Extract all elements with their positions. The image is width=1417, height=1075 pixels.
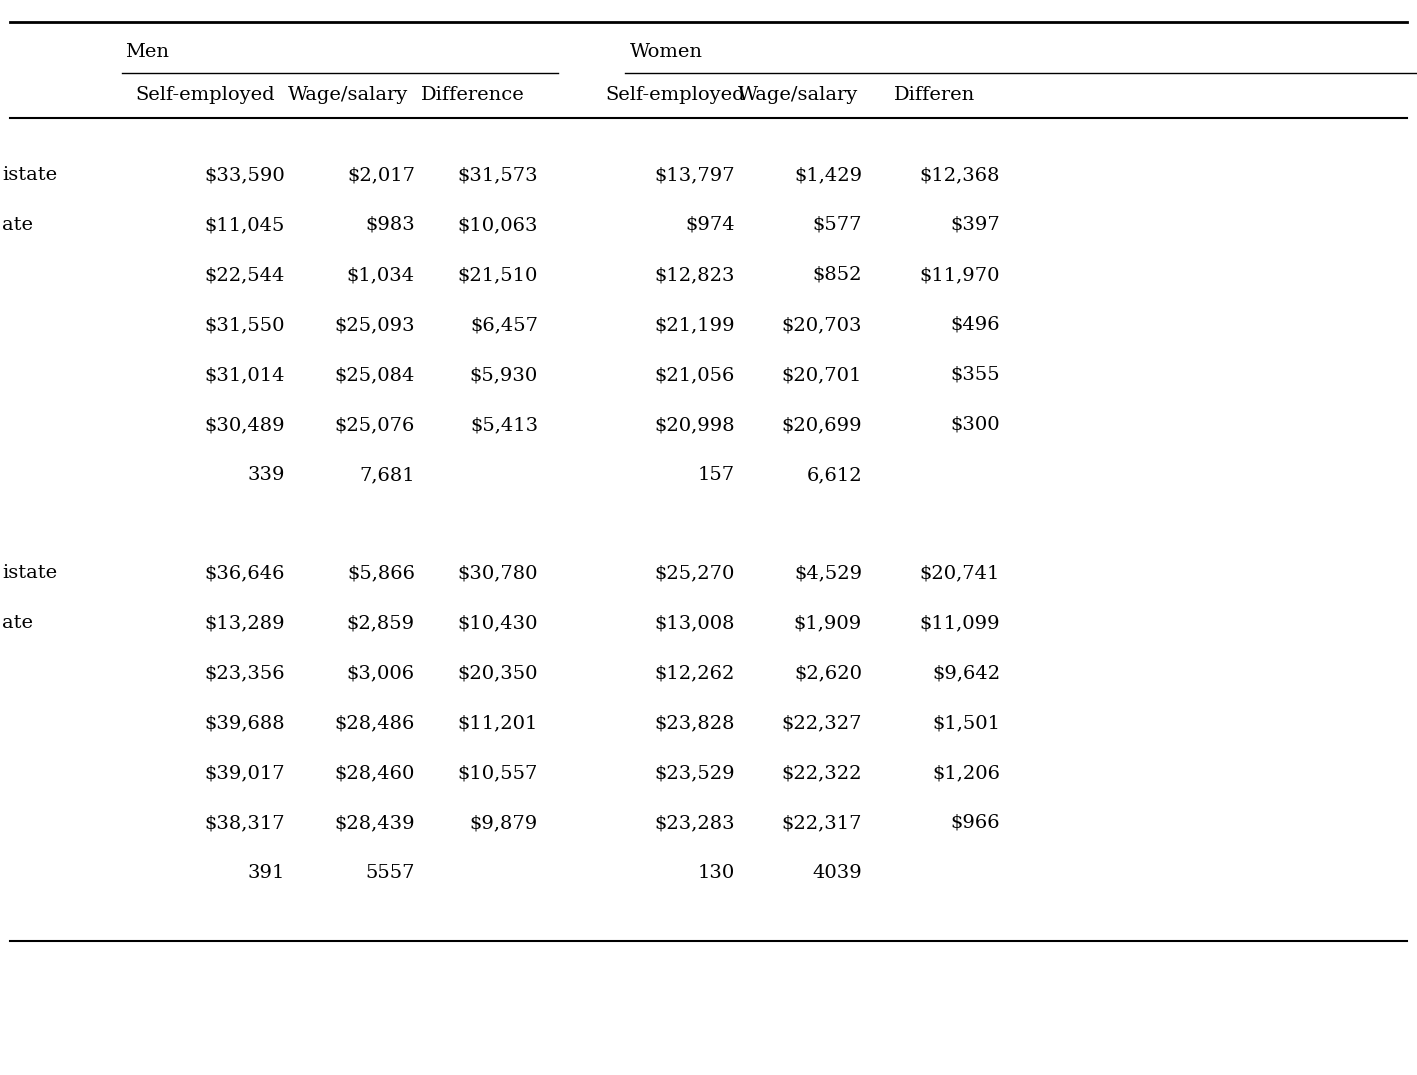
Text: $20,741: $20,741 [920,564,1000,582]
Text: $9,879: $9,879 [470,814,538,832]
Text: Differen: Differen [894,86,976,104]
Text: $2,017: $2,017 [347,166,415,184]
Text: ate: ate [1,614,33,632]
Text: $11,201: $11,201 [458,714,538,732]
Text: $36,646: $36,646 [204,564,285,582]
Text: 7,681: 7,681 [360,465,415,484]
Text: Self-employed: Self-employed [135,86,275,104]
Text: $22,327: $22,327 [782,714,862,732]
Text: $11,970: $11,970 [920,266,1000,284]
Text: 5557: 5557 [366,864,415,882]
Text: Wage/salary: Wage/salary [288,86,408,104]
Text: $33,590: $33,590 [204,166,285,184]
Text: $11,099: $11,099 [920,614,1000,632]
Text: $5,866: $5,866 [347,564,415,582]
Text: $25,084: $25,084 [334,366,415,384]
Text: $30,780: $30,780 [458,564,538,582]
Text: $397: $397 [951,216,1000,234]
Text: $10,063: $10,063 [458,216,538,234]
Text: $10,430: $10,430 [458,614,538,632]
Text: $496: $496 [951,316,1000,334]
Text: $1,034: $1,034 [347,266,415,284]
Text: $10,557: $10,557 [458,764,538,782]
Text: 391: 391 [248,864,285,882]
Text: $25,076: $25,076 [334,416,415,434]
Text: $31,550: $31,550 [204,316,285,334]
Text: $28,460: $28,460 [334,764,415,782]
Text: $23,529: $23,529 [655,764,735,782]
Text: $4,529: $4,529 [794,564,862,582]
Text: $13,797: $13,797 [655,166,735,184]
Text: $2,859: $2,859 [347,614,415,632]
Text: ate: ate [1,216,33,234]
Text: 157: 157 [699,465,735,484]
Text: $1,501: $1,501 [932,714,1000,732]
Text: istate: istate [1,166,57,184]
Text: Wage/salary: Wage/salary [738,86,859,104]
Text: $9,642: $9,642 [932,664,1000,682]
Text: $23,356: $23,356 [204,664,285,682]
Text: $28,439: $28,439 [334,814,415,832]
Text: $2,620: $2,620 [794,664,862,682]
Text: 6,612: 6,612 [806,465,862,484]
Text: $23,828: $23,828 [655,714,735,732]
Text: $39,017: $39,017 [204,764,285,782]
Text: $1,909: $1,909 [794,614,862,632]
Text: $22,317: $22,317 [782,814,862,832]
Text: $21,510: $21,510 [458,266,538,284]
Text: $31,573: $31,573 [458,166,538,184]
Text: $20,699: $20,699 [781,416,862,434]
Text: 4039: 4039 [812,864,862,882]
Text: $12,823: $12,823 [655,266,735,284]
Text: $1,429: $1,429 [794,166,862,184]
Text: $974: $974 [686,216,735,234]
Text: $21,199: $21,199 [655,316,735,334]
Text: $11,045: $11,045 [204,216,285,234]
Text: $852: $852 [812,266,862,284]
Text: $966: $966 [951,814,1000,832]
Text: Self-employed: Self-employed [605,86,745,104]
Text: $20,998: $20,998 [655,416,735,434]
Text: $22,322: $22,322 [782,764,862,782]
Text: $1,206: $1,206 [932,764,1000,782]
Text: $39,688: $39,688 [204,714,285,732]
Text: $21,056: $21,056 [655,366,735,384]
Text: $983: $983 [366,216,415,234]
Text: $20,701: $20,701 [782,366,862,384]
Text: $28,486: $28,486 [334,714,415,732]
Text: $30,489: $30,489 [204,416,285,434]
Text: $13,008: $13,008 [655,614,735,632]
Text: $300: $300 [951,416,1000,434]
Text: $20,350: $20,350 [458,664,538,682]
Text: $5,930: $5,930 [470,366,538,384]
Text: $12,368: $12,368 [920,166,1000,184]
Text: istate: istate [1,564,57,582]
Text: 130: 130 [697,864,735,882]
Text: $31,014: $31,014 [204,366,285,384]
Text: $6,457: $6,457 [470,316,538,334]
Text: $38,317: $38,317 [204,814,285,832]
Text: $3,006: $3,006 [347,664,415,682]
Text: $22,544: $22,544 [204,266,285,284]
Text: $355: $355 [951,366,1000,384]
Text: $577: $577 [812,216,862,234]
Text: $20,703: $20,703 [782,316,862,334]
Text: $25,093: $25,093 [334,316,415,334]
Text: $5,413: $5,413 [470,416,538,434]
Text: Men: Men [125,43,169,61]
Text: Women: Women [631,43,703,61]
Text: $12,262: $12,262 [655,664,735,682]
Text: 339: 339 [248,465,285,484]
Text: Difference: Difference [421,86,524,104]
Text: $23,283: $23,283 [655,814,735,832]
Text: $25,270: $25,270 [655,564,735,582]
Text: $13,289: $13,289 [204,614,285,632]
